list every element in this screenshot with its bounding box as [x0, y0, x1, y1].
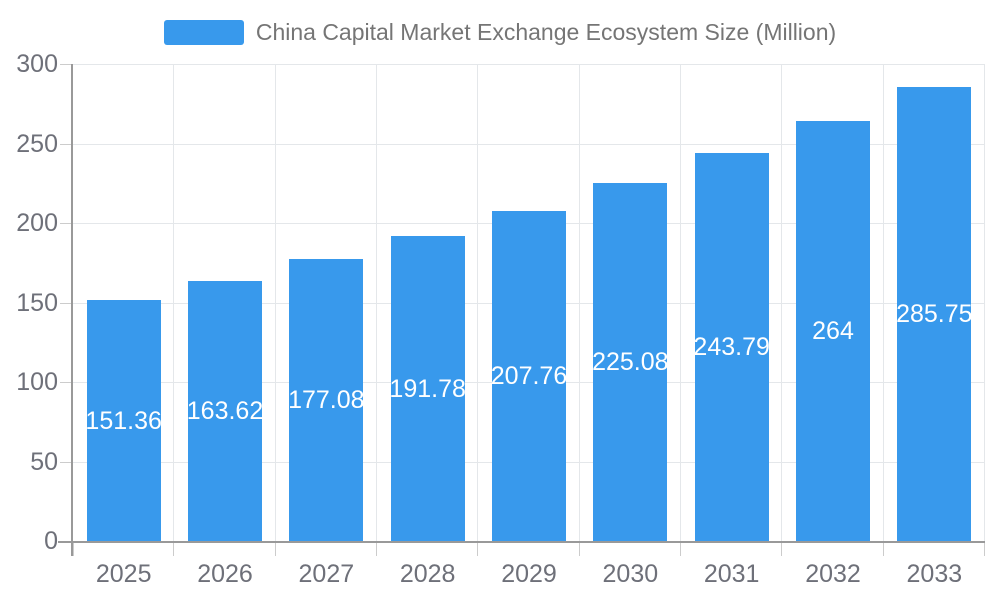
y-axis-label: 250: [16, 129, 58, 158]
x-axis-label: 2033: [906, 560, 963, 588]
h-gridline: [73, 143, 985, 145]
legend[interactable]: China Capital Market Exchange Ecosystem …: [0, 18, 1000, 46]
y-tick: [60, 302, 71, 304]
bar[interactable]: [593, 183, 668, 541]
x-axis-label: 2031: [703, 560, 760, 588]
x-axis-label: 2025: [95, 560, 152, 588]
bar[interactable]: [289, 259, 364, 541]
bar[interactable]: [188, 280, 262, 541]
v-gridline: [274, 64, 276, 541]
x-axis-line: [58, 541, 985, 543]
x-axis-label: 2028: [399, 560, 456, 588]
x-tick: [477, 543, 479, 556]
bar[interactable]: [492, 210, 566, 541]
x-axis-label: 2032: [805, 560, 861, 588]
bar-value-label: 285.75: [896, 299, 973, 328]
bar-value-label: 191.78: [389, 374, 466, 403]
x-axis-label: 2030: [602, 560, 659, 588]
y-tick: [60, 223, 71, 224]
bar-value-label: 207.76: [490, 361, 568, 390]
v-gridline: [882, 64, 884, 541]
plot-area: 0 50 100 150 200 250 300 2025 2026 2027 2028 2029 20…: [16, 51, 985, 587]
x-tick: [882, 543, 884, 556]
x-tick: [578, 543, 580, 556]
bar-value-label: 243.79: [693, 333, 770, 362]
v-gridline: [578, 64, 580, 541]
bar-value-label: 264: [812, 317, 854, 346]
bar-value-label: 225.08: [592, 348, 669, 377]
y-tick: [60, 143, 71, 145]
v-gridline: [477, 64, 479, 541]
y-axis-label: 150: [16, 288, 58, 317]
y-axis-label: 200: [16, 209, 58, 237]
bar-value-label: 163.62: [186, 396, 264, 425]
v-gridline: [984, 64, 985, 541]
y-tick: [60, 64, 71, 65]
y-axis-label: 0: [44, 527, 58, 555]
x-tick: [680, 543, 681, 556]
v-gridline: [680, 64, 681, 541]
bar[interactable]: [86, 300, 161, 541]
v-gridline: [173, 64, 175, 541]
y-axis-label: 100: [16, 368, 58, 396]
v-gridline: [781, 64, 783, 541]
bar[interactable]: [390, 236, 465, 541]
bar-value-label: 177.08: [288, 386, 365, 415]
x-tick: [781, 543, 783, 556]
h-gridline: [73, 64, 985, 65]
x-axis-label: 2026: [197, 560, 253, 588]
v-gridline: [376, 64, 377, 541]
x-tick: [984, 543, 985, 556]
legend-swatch: [163, 19, 244, 45]
x-axis-label: 2029: [501, 560, 557, 588]
y-axis-label: 50: [30, 447, 58, 476]
y-tick: [60, 382, 71, 383]
chart-title: China Capital Market Exchange Ecosystem …: [255, 19, 837, 45]
bar[interactable]: [897, 86, 972, 541]
y-axis-line: [71, 64, 73, 556]
bar[interactable]: [694, 153, 769, 541]
bar-value-label: 151.36: [85, 406, 162, 435]
y-tick: [60, 461, 71, 463]
x-tick: [73, 543, 74, 556]
bar[interactable]: [796, 121, 870, 541]
x-tick: [274, 543, 276, 556]
x-tick: [173, 543, 175, 556]
y-axis-label: 300: [16, 50, 58, 78]
x-tick: [376, 543, 377, 556]
x-axis-label: 2027: [298, 560, 355, 588]
